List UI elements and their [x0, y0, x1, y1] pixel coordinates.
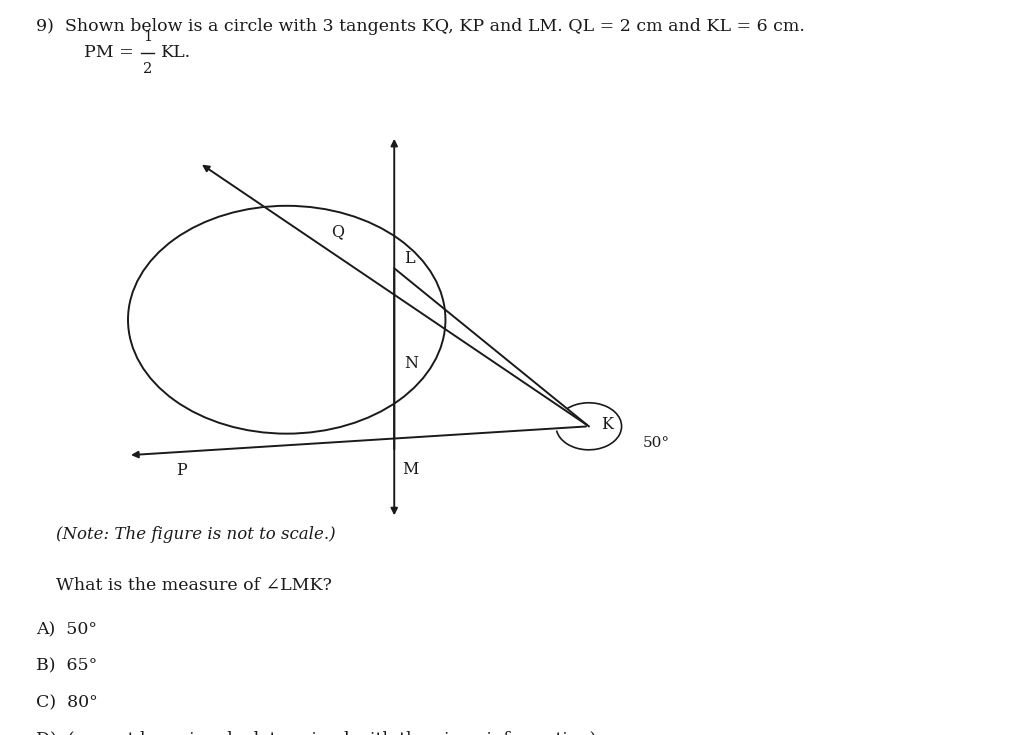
Text: 9)  Shown below is a circle with 3 tangents KQ, KP and LM. QL = 2 cm and KL = 6 : 9) Shown below is a circle with 3 tangen… — [36, 18, 805, 35]
Text: N: N — [404, 355, 419, 373]
Text: 1: 1 — [143, 30, 152, 44]
Text: B)  65°: B) 65° — [36, 658, 97, 675]
Text: PM =: PM = — [84, 44, 134, 62]
Text: A)  50°: A) 50° — [36, 621, 97, 638]
Text: M: M — [402, 461, 419, 478]
Text: 50°: 50° — [643, 436, 670, 450]
Text: Q: Q — [331, 223, 344, 240]
Text: (Note: The figure is not to scale.): (Note: The figure is not to scale.) — [56, 526, 336, 542]
Text: KL.: KL. — [161, 44, 190, 62]
Text: C)  80°: C) 80° — [36, 695, 97, 711]
Text: D)  (cannot be uniquely determined with the given information): D) (cannot be uniquely determined with t… — [36, 731, 596, 735]
Text: K: K — [601, 416, 613, 434]
Text: P: P — [176, 462, 186, 479]
Text: What is the measure of ∠LMK?: What is the measure of ∠LMK? — [56, 577, 332, 594]
Text: L: L — [404, 250, 415, 267]
Text: 2: 2 — [142, 62, 153, 76]
